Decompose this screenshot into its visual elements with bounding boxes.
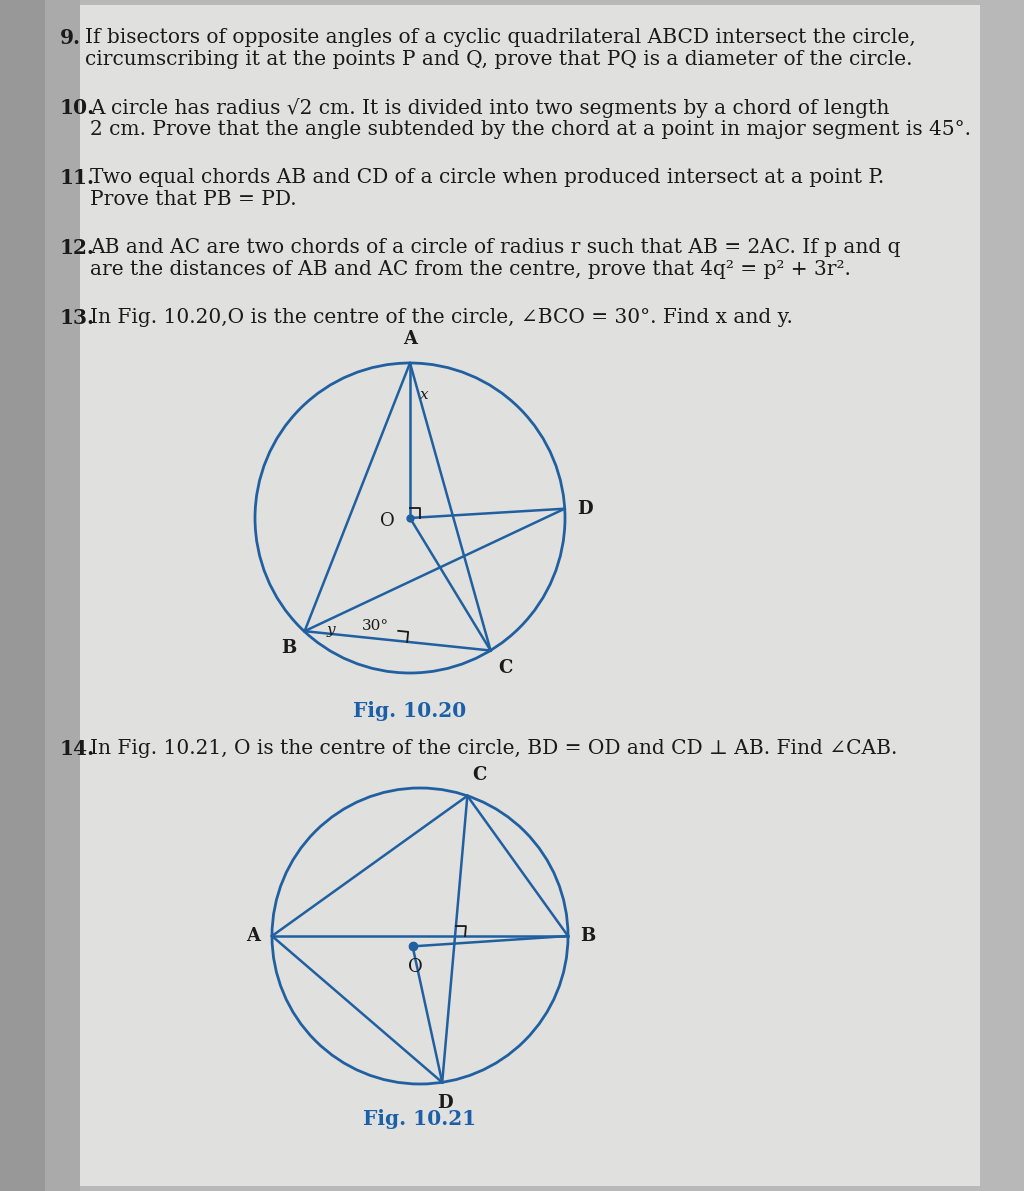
- Text: O: O: [380, 512, 395, 530]
- Text: Fig. 10.20: Fig. 10.20: [353, 701, 467, 721]
- Text: A: A: [246, 927, 260, 944]
- Text: In Fig. 10.20,O is the centre of the circle, ∠BCO = 30°. Find x and y.: In Fig. 10.20,O is the centre of the cir…: [90, 308, 793, 328]
- Text: x: x: [420, 388, 429, 403]
- Text: A circle has radius √2 cm. It is divided into two segments by a chord of length: A circle has radius √2 cm. It is divided…: [90, 98, 890, 118]
- Text: 30°: 30°: [362, 619, 389, 632]
- Text: B: B: [282, 640, 297, 657]
- Text: O: O: [409, 959, 423, 977]
- Text: 12.: 12.: [60, 238, 95, 258]
- Text: 9.: 9.: [60, 29, 81, 48]
- Text: 2 cm. Prove that the angle subtended by the chord at a point in major segment is: 2 cm. Prove that the angle subtended by …: [90, 120, 971, 139]
- Text: Prove that PB = PD.: Prove that PB = PD.: [90, 191, 297, 208]
- Text: C: C: [472, 766, 486, 784]
- Bar: [980, 0, 1024, 1191]
- Text: 14.: 14.: [60, 738, 95, 759]
- Text: D: D: [577, 500, 592, 518]
- Text: 13.: 13.: [60, 308, 95, 328]
- Text: 11.: 11.: [60, 168, 95, 188]
- Text: C: C: [499, 659, 513, 676]
- Text: D: D: [437, 1095, 453, 1112]
- Text: Fig. 10.21: Fig. 10.21: [364, 1109, 476, 1129]
- Text: B: B: [580, 927, 595, 944]
- Text: If bisectors of opposite angles of a cyclic quadrilateral ABCD intersect the cir: If bisectors of opposite angles of a cyc…: [85, 29, 915, 46]
- Text: are the distances of AB and AC from the centre, prove that 4q² = p² + 3r².: are the distances of AB and AC from the …: [90, 260, 851, 279]
- Text: circumscribing it at the points P and Q, prove that PQ is a diameter of the circ: circumscribing it at the points P and Q,…: [85, 50, 912, 69]
- Text: Two equal chords AB and CD of a circle when produced intersect at a point P.: Two equal chords AB and CD of a circle w…: [90, 168, 885, 187]
- Text: AB and AC are two chords of a circle of radius r such that AB = 2AC. If p and q: AB and AC are two chords of a circle of …: [90, 238, 900, 257]
- Text: y: y: [327, 623, 335, 637]
- Text: In Fig. 10.21, O is the centre of the circle, BD = OD and CD ⊥ AB. Find ∠CAB.: In Fig. 10.21, O is the centre of the ci…: [90, 738, 897, 757]
- Bar: [0, 0, 45, 1191]
- Text: 10.: 10.: [60, 98, 95, 118]
- Text: A: A: [403, 330, 417, 348]
- Bar: [0, 0, 80, 1191]
